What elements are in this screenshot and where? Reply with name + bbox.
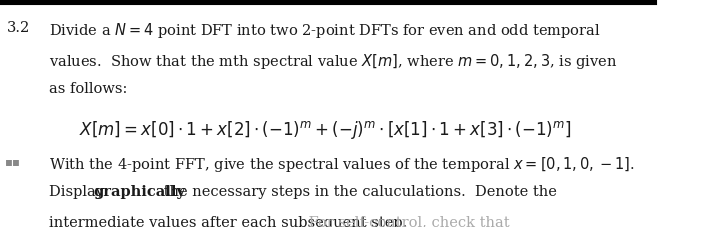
Text: Divide a $N = 4$ point DFT into two 2-point DFTs for even and odd temporal: Divide a $N = 4$ point DFT into two 2-po…: [49, 21, 600, 40]
Text: as follows:: as follows:: [49, 82, 127, 96]
Text: graphically: graphically: [94, 185, 185, 198]
Text: 3.2: 3.2: [6, 21, 30, 35]
Text: For self-control, check that: For self-control, check that: [304, 215, 510, 227]
Text: ▪▪: ▪▪: [5, 154, 21, 167]
Text: With the 4-point FFT, give the spectral values of the temporal $x = [0, 1, 0, -1: With the 4-point FFT, give the spectral …: [49, 154, 634, 173]
Text: $X[m] = x[0] \cdot 1 + x[2] \cdot (-1)^{m} + (-j)^{m} \cdot [x[1] \cdot 1 + x[3]: $X[m] = x[0] \cdot 1 + x[2] \cdot (-1)^{…: [79, 118, 572, 140]
Text: intermediate values after each subsequent step.: intermediate values after each subsequen…: [49, 215, 407, 227]
Text: Display: Display: [49, 185, 109, 198]
Text: values.  Show that the mth spectral value $X[m]$, where $m = 0, 1, 2, 3$, is giv: values. Show that the mth spectral value…: [49, 52, 617, 70]
Text: the necessary steps in the caluculations.  Denote the: the necessary steps in the caluculations…: [159, 185, 557, 198]
